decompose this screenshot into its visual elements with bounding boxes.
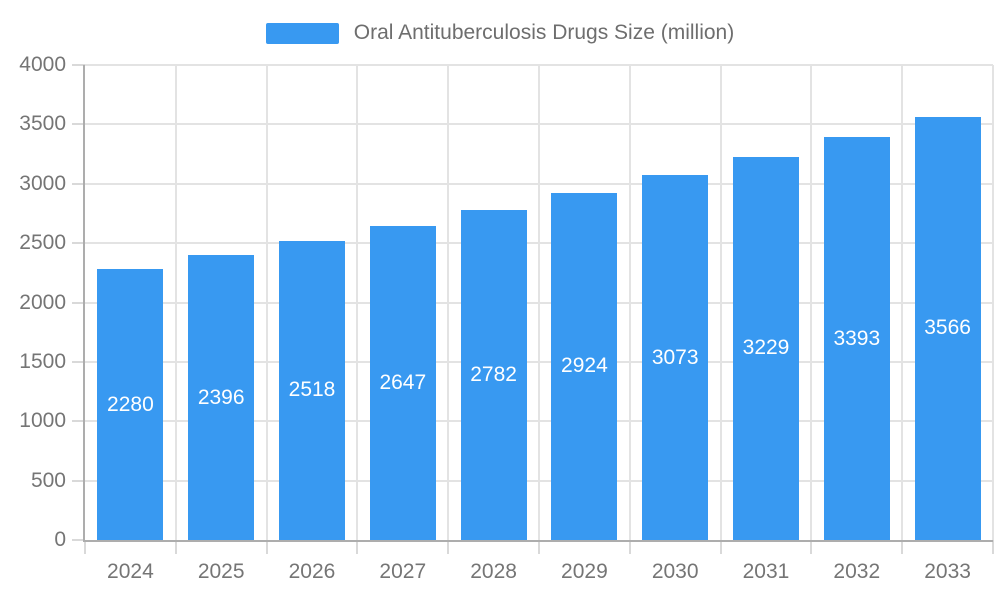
x-tick-label: 2033: [924, 560, 971, 583]
x-tick-label: 2030: [651, 560, 699, 583]
x-tick: [992, 540, 994, 554]
y-tick: [72, 479, 85, 482]
bar: [914, 116, 981, 540]
x-tick: [174, 540, 177, 554]
x-tick: [628, 540, 631, 554]
y-tick: [72, 182, 85, 185]
y-tick-label: 500: [30, 468, 66, 492]
x-tick-label: 2024: [107, 560, 154, 583]
y-tick: [72, 539, 85, 541]
y-tick-label: 2000: [19, 290, 66, 314]
gridline-v: [810, 65, 813, 540]
gridline-v: [538, 65, 540, 540]
y-tick-label: 0: [54, 528, 66, 551]
x-tick: [901, 540, 904, 554]
x-tick: [810, 540, 813, 554]
bar-value-label: 3229: [742, 336, 790, 360]
x-tick-label: 2027: [379, 560, 427, 583]
x-tick-label: 2028: [470, 560, 517, 583]
y-tick-label: 3500: [19, 112, 66, 136]
gridline-v: [992, 65, 994, 540]
x-tick-label: 2032: [833, 560, 881, 583]
bar-value-label: 2518: [288, 378, 336, 402]
x-tick-label: 2029: [561, 560, 608, 583]
bar: [642, 175, 709, 540]
bar: [733, 156, 799, 540]
y-tick: [72, 360, 85, 363]
x-tick: [538, 540, 540, 554]
legend-swatch: [265, 22, 339, 44]
x-tick-label: 2025: [197, 560, 245, 583]
bar: [188, 255, 255, 540]
y-axis-line: [83, 65, 85, 542]
y-tick: [72, 64, 85, 66]
y-tick: [72, 123, 85, 126]
x-tick: [84, 540, 86, 554]
gridline-v: [265, 65, 268, 540]
bar: [97, 269, 164, 540]
gridline-v: [628, 65, 631, 540]
bar-value-label: 3393: [833, 326, 881, 350]
y-tick: [72, 301, 85, 304]
gridline-v: [901, 65, 904, 540]
x-tick: [447, 540, 450, 554]
legend: Oral Antituberculosis Drugs Size (millio…: [0, 21, 1000, 45]
y-tick: [72, 242, 85, 245]
bar-value-label: 2280: [107, 392, 154, 416]
bar-value-label: 2924: [561, 354, 608, 378]
bar: [460, 209, 527, 540]
y-tick-label: 2500: [19, 231, 66, 255]
bar-value-label: 3073: [651, 345, 699, 369]
gridline-v: [719, 65, 722, 540]
x-tick: [719, 540, 722, 554]
bar: [369, 225, 436, 540]
y-tick-label: 3000: [19, 171, 66, 195]
bar-value-label: 2782: [470, 362, 517, 386]
y-tick-label: 1000: [19, 409, 66, 433]
bar: [279, 240, 345, 540]
bar: [551, 192, 618, 540]
gridline-v: [356, 65, 359, 540]
x-tick-label: 2031: [742, 560, 790, 583]
bar-value-label: 3566: [924, 316, 971, 340]
gridline-v: [447, 65, 450, 540]
y-tick-label: 4000: [19, 53, 66, 76]
bar-value-label: 2647: [379, 370, 427, 394]
x-axis-line: [83, 540, 993, 542]
x-tick: [356, 540, 359, 554]
bar-value-label: 2396: [197, 385, 245, 409]
x-tick-label: 2026: [288, 560, 336, 583]
bar: [823, 137, 890, 540]
gridline-v: [174, 65, 177, 540]
y-tick-label: 1500: [19, 349, 66, 373]
legend-label: Oral Antituberculosis Drugs Size (millio…: [353, 21, 735, 44]
x-tick: [265, 540, 268, 554]
y-tick: [72, 420, 85, 423]
